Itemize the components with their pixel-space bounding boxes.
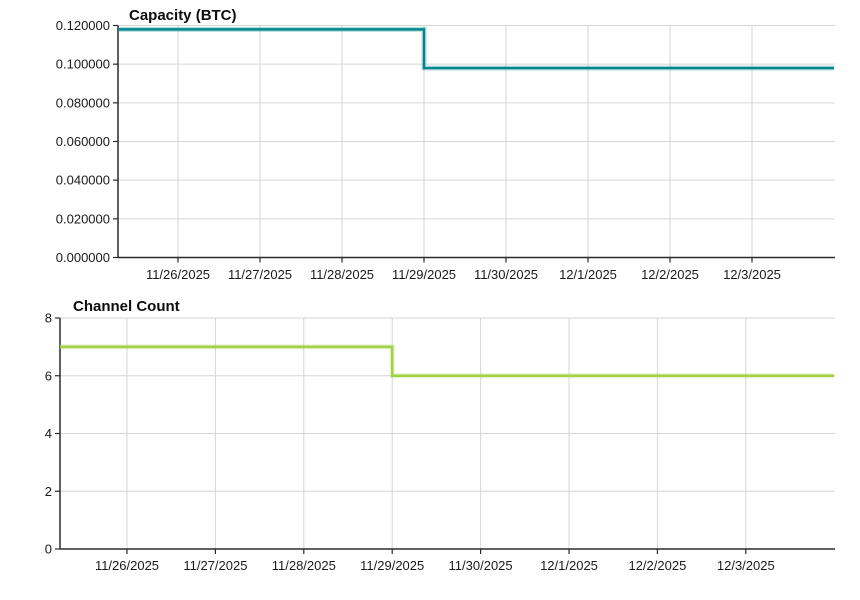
channel-count-line [60, 345, 835, 377]
x-tick-label: 12/1/2025 [559, 267, 617, 282]
y-tick-label: 2 [45, 484, 52, 499]
y-tick-label: 0.100000 [56, 57, 110, 72]
x-tick-label: 12/3/2025 [723, 267, 781, 282]
x-tick-label: 11/29/2025 [392, 267, 456, 282]
y-tick-label: 4 [45, 426, 52, 441]
x-tick-label: 12/2/2025 [641, 267, 699, 282]
y-tick-label: 0.080000 [56, 95, 110, 110]
channel-count-line-glow [60, 344, 835, 379]
capacity-chart: 0.120000 0.100000 0.080000 0.060000 0.040000… [56, 18, 835, 282]
y-tick-label: 0.060000 [56, 134, 110, 149]
y-tick-label: 8 [45, 311, 52, 326]
x-tick-label: 12/1/2025 [540, 558, 598, 573]
y-tick-label: 0 [45, 542, 52, 557]
x-tick-label: 11/26/2025 [95, 558, 159, 573]
capacity-line-glow [118, 26, 834, 71]
channel-count-chart-title: Channel Count [73, 298, 180, 315]
x-tick-label: 11/29/2025 [360, 558, 424, 573]
x-tick-label: 11/27/2025 [183, 558, 247, 573]
x-tick-label: 12/3/2025 [717, 558, 775, 573]
capacity-line [118, 28, 834, 70]
x-tick-label: 11/30/2025 [474, 267, 538, 282]
x-tick-label: 11/30/2025 [449, 558, 513, 573]
channel-count-chart: 8 6 4 2 0 11/26/2025 11/27/2025 11/28/2025 11/29… [45, 311, 835, 573]
x-tick-label: 11/28/2025 [272, 558, 336, 573]
y-tick-label: 6 [45, 368, 52, 383]
y-tick-label: 0.040000 [56, 173, 110, 188]
x-tick-label: 11/27/2025 [228, 267, 292, 282]
x-tick-label: 12/2/2025 [628, 558, 686, 573]
y-tick-label: 0.000000 [56, 250, 110, 265]
x-tick-label: 11/28/2025 [310, 267, 374, 282]
y-tick-label: 0.020000 [56, 211, 110, 226]
x-tick-label: 11/26/2025 [146, 267, 210, 282]
capacity-chart-title: Capacity (BTC) [129, 7, 237, 24]
y-tick-label: 0.120000 [56, 18, 110, 33]
